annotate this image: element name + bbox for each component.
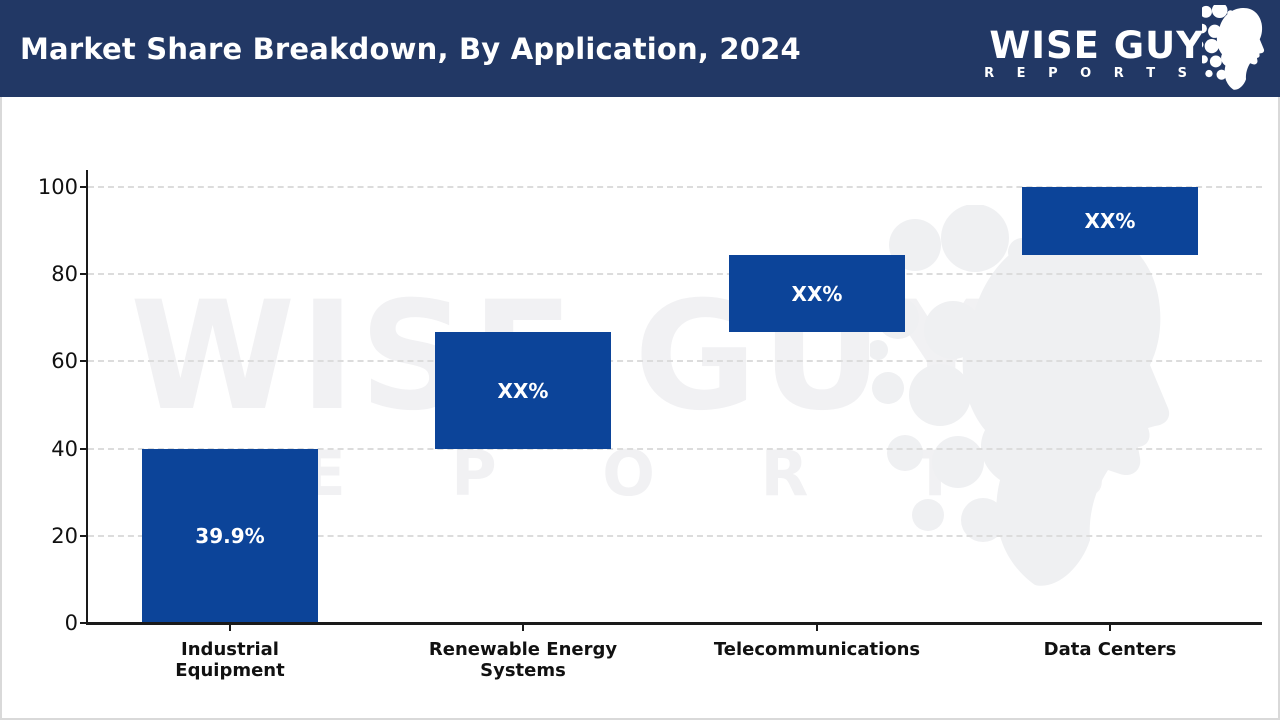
gridline-20 — [88, 534, 1262, 537]
logo-wordmark: WISE GUY — [989, 24, 1204, 67]
x-category-label: Telecommunications — [713, 639, 921, 660]
x-axis-line — [86, 622, 1262, 625]
x-category-label: Renewable Energy Systems — [428, 639, 618, 681]
y-tick-mark — [80, 447, 88, 450]
y-tick-label: 80 — [51, 262, 78, 287]
x-tick-mark — [816, 623, 818, 631]
y-tick-label: 60 — [51, 349, 78, 374]
x-tick-mark — [522, 623, 524, 631]
bar-value-label: XX% — [791, 281, 843, 306]
bar-telecommunications: XX% — [729, 255, 905, 333]
header-bar: Market Share Breakdown, By Application, … — [0, 0, 1280, 97]
y-tick-label: 20 — [51, 523, 78, 548]
gridline-100 — [88, 186, 1262, 188]
plot-area — [0, 97, 1280, 720]
bar-value-label: 39.9% — [195, 524, 265, 548]
logo-subtext: R E P O R T S — [984, 66, 1196, 81]
y-tick-mark — [80, 273, 88, 276]
bar-value-label: XX% — [1084, 209, 1136, 233]
bar-industrial-equipment: 39.9% — [142, 449, 318, 623]
page-title: Market Share Breakdown, By Application, … — [20, 31, 801, 66]
y-tick-label: 40 — [51, 436, 78, 461]
bar-value-label: XX% — [497, 378, 549, 403]
gridline-40 — [88, 447, 1262, 450]
logo-face-icon — [1202, 5, 1265, 90]
x-category-label: Industrial Equipment — [175, 639, 285, 681]
gridline-80 — [88, 273, 1262, 276]
y-tick-label: 100 — [37, 175, 78, 199]
y-tick-mark — [80, 622, 88, 624]
y-tick-mark — [80, 360, 88, 363]
bar-renewable-energy-systems: XX% — [435, 332, 611, 450]
x-tick-mark — [1109, 623, 1111, 631]
bar-data-centers: XX% — [1022, 187, 1198, 256]
brand-logo: WISE GUY R E P O R T S — [984, 0, 1274, 97]
x-category-label: Data Centers — [1043, 639, 1177, 660]
gridline-60 — [88, 360, 1262, 363]
y-tick-label: 0 — [64, 611, 78, 635]
y-axis-line — [86, 170, 88, 623]
x-tick-mark — [229, 623, 231, 631]
y-tick-mark — [80, 186, 88, 188]
y-tick-mark — [80, 534, 88, 537]
